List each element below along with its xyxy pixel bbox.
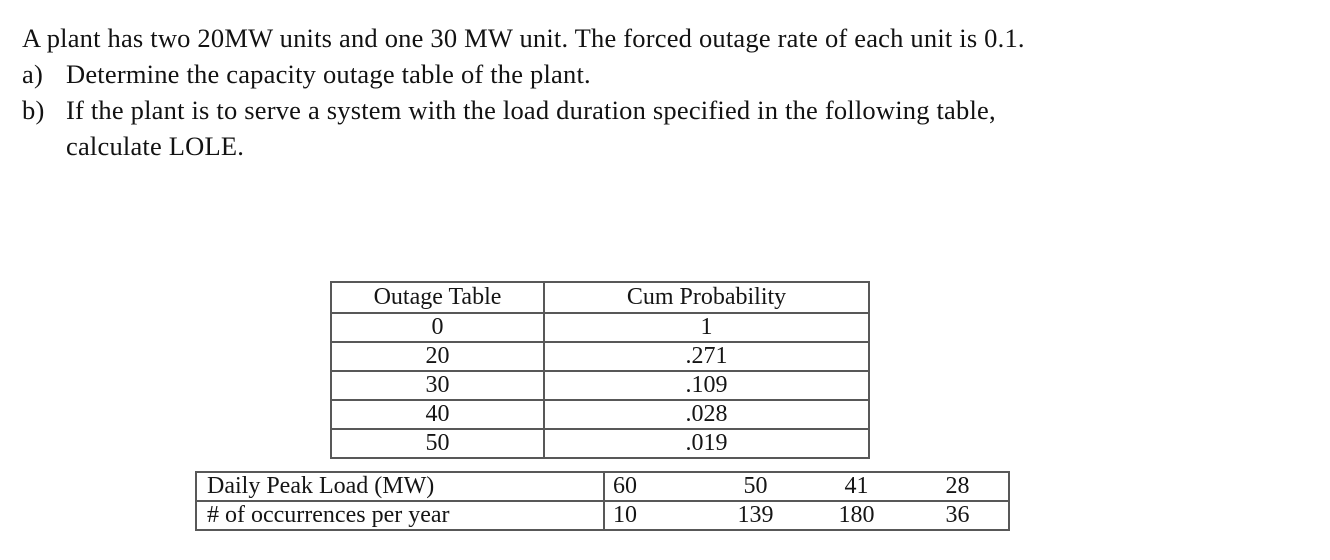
- table-row: # of occurrences per year 10 139 180 36: [196, 500, 1009, 531]
- cum-probability-value: 1: [543, 312, 870, 343]
- item-a-text: Determine the capacity outage table of t…: [66, 59, 591, 89]
- table-row: 0 1: [330, 312, 870, 343]
- load-table: Daily Peak Load (MW) 60 50 41 28 # of oc…: [195, 471, 1010, 531]
- table-header-row: Outage Table Cum Probability: [330, 281, 870, 314]
- table-row: Daily Peak Load (MW) 60 50 41 28: [196, 471, 1009, 502]
- problem-item-a: a) Determine the capacity outage table of…: [22, 56, 1302, 92]
- daily-peak-load-label: Daily Peak Load (MW): [196, 471, 605, 502]
- outage-table-header: Outage Table: [330, 281, 545, 314]
- outage-value: 30: [330, 370, 545, 401]
- occurrences-label: # of occurrences per year: [196, 500, 605, 531]
- occurrences-value: 139: [705, 500, 806, 531]
- cum-probability-header: Cum Probability: [543, 281, 870, 314]
- item-b-text-continued: calculate LOLE.: [66, 131, 245, 161]
- occurrences-value: 10: [604, 500, 705, 531]
- table-row: 50 .019: [330, 428, 870, 459]
- cum-probability-value: .028: [543, 399, 870, 430]
- outage-value: 0: [330, 312, 545, 343]
- table-row: 40 .028: [330, 399, 870, 430]
- problem-item-b: b) If the plant is to serve a system with…: [22, 92, 1302, 128]
- table-row: 20 .271: [330, 341, 870, 372]
- occurrences-value: 36: [907, 500, 1009, 531]
- item-a-label: a): [22, 59, 43, 89]
- peak-load-value: 50: [705, 471, 806, 502]
- cum-probability-value: .109: [543, 370, 870, 401]
- item-b-text: If the plant is to serve a system with t…: [66, 95, 996, 125]
- peak-load-value: 60: [604, 471, 705, 502]
- cum-probability-value: .019: [543, 428, 870, 459]
- item-b-label: b): [22, 95, 45, 125]
- problem-intro: A plant has two 20MW units and one 30 MW…: [22, 23, 1025, 53]
- outage-value: 20: [330, 341, 545, 372]
- cum-probability-value: .271: [543, 341, 870, 372]
- occurrences-value: 180: [806, 500, 907, 531]
- outage-value: 40: [330, 399, 545, 430]
- outage-value: 50: [330, 428, 545, 459]
- peak-load-value: 28: [907, 471, 1009, 502]
- table-row: 30 .109: [330, 370, 870, 401]
- peak-load-value: 41: [806, 471, 907, 502]
- outage-table: Outage Table Cum Probability 0 1 20 .271…: [330, 281, 870, 459]
- problem-statement: A plant has two 20MW units and one 30 MW…: [22, 20, 1302, 164]
